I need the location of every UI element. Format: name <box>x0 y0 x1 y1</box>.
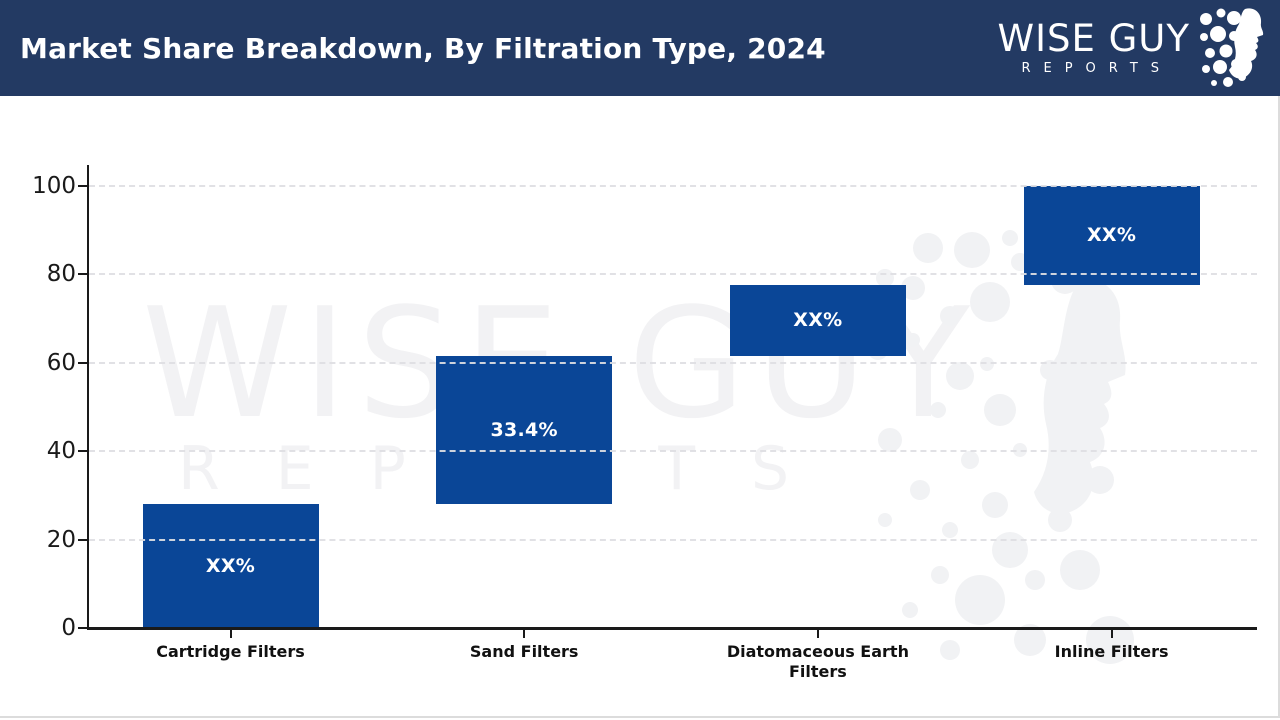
logo-wordmark: WISE GUY <box>997 17 1190 60</box>
y-tick-label: 100 <box>32 173 76 199</box>
x-tick-mark <box>523 629 526 638</box>
x-tick-mark <box>816 629 819 638</box>
bar-value-label: XX% <box>793 309 843 332</box>
y-tick-mark <box>78 185 88 187</box>
x-tick-mark <box>1110 629 1113 638</box>
y-tick-mark <box>78 627 88 629</box>
x-tick-label: Sand Filters <box>469 642 579 661</box>
y-axis <box>87 165 89 630</box>
gridline <box>89 450 1257 453</box>
logo-head-icon <box>1200 8 1264 87</box>
logo-text: WISE GUY REPORTS <box>997 17 1190 77</box>
gridline <box>89 538 1257 541</box>
gridline <box>89 273 1257 276</box>
page-border-bottom <box>0 716 1280 718</box>
y-tick-mark <box>78 361 88 364</box>
x-tick-label: Inline Filters <box>1054 642 1169 661</box>
wise-guy-reports-logo: WISE GUY REPORTS <box>998 3 1280 93</box>
watermark-head-icon <box>868 230 1134 664</box>
gridline <box>89 361 1257 364</box>
bar-inline-filters: XX% <box>1023 186 1200 285</box>
page-border-right <box>1278 96 1280 718</box>
y-tick-label: 20 <box>46 526 76 553</box>
bar-cartridge-filters: XX% <box>142 503 319 628</box>
bar-value-label: XX% <box>205 554 256 577</box>
header-bar: Market Share Breakdown, By Filtration Ty… <box>0 0 1280 96</box>
y-tick-label: 0 <box>61 615 76 641</box>
y-tick-label: 40 <box>46 438 76 465</box>
page-title: Market Share Breakdown, By Filtration Ty… <box>20 31 826 65</box>
gridline <box>89 185 1257 187</box>
x-tick-label: Cartridge Filters <box>156 642 305 661</box>
waterfall-chart: 0 20 40 60 80 100 XX% Cartridge Filters 33.4% San… <box>0 96 1280 720</box>
logo-subtitle: REPORTS <box>1021 61 1173 76</box>
y-tick-mark <box>78 450 88 453</box>
x-tick-label: Diatomaceous Earth Filters <box>726 642 909 681</box>
y-tick-mark <box>78 538 88 541</box>
bar-value-label: 33.4% <box>490 418 558 441</box>
y-tick-label: 60 <box>46 349 76 376</box>
x-tick-mark <box>229 629 232 638</box>
bar-value-label: XX% <box>1086 224 1137 247</box>
y-tick-mark <box>78 273 88 276</box>
bar-diatomaceous-earth-filters: XX% <box>729 284 906 357</box>
y-tick-label: 80 <box>46 261 76 288</box>
bar-sand-filters: 33.4% <box>436 356 613 504</box>
x-axis <box>87 627 1257 630</box>
